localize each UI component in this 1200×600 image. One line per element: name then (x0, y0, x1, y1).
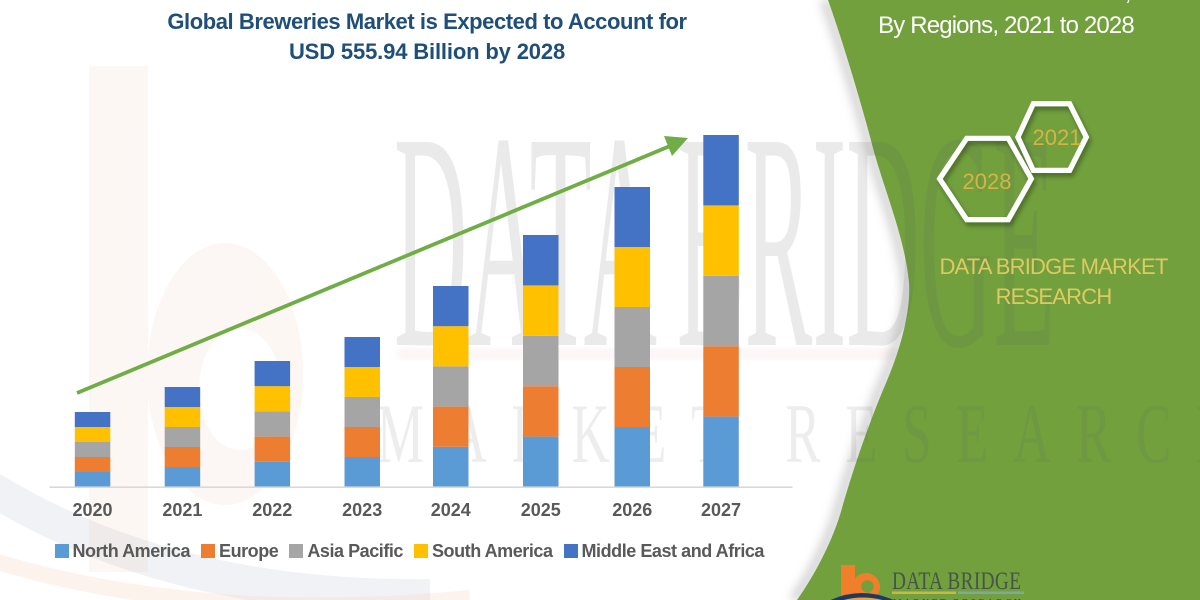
svg-text:MARKET RESEARCH: MARKET RESEARCH (377, 387, 1200, 481)
svg-text:MARKET RESEARCH: MARKET RESEARCH (893, 598, 1023, 600)
svg-text:DATA BRIDGE: DATA BRIDGE (892, 567, 1021, 595)
